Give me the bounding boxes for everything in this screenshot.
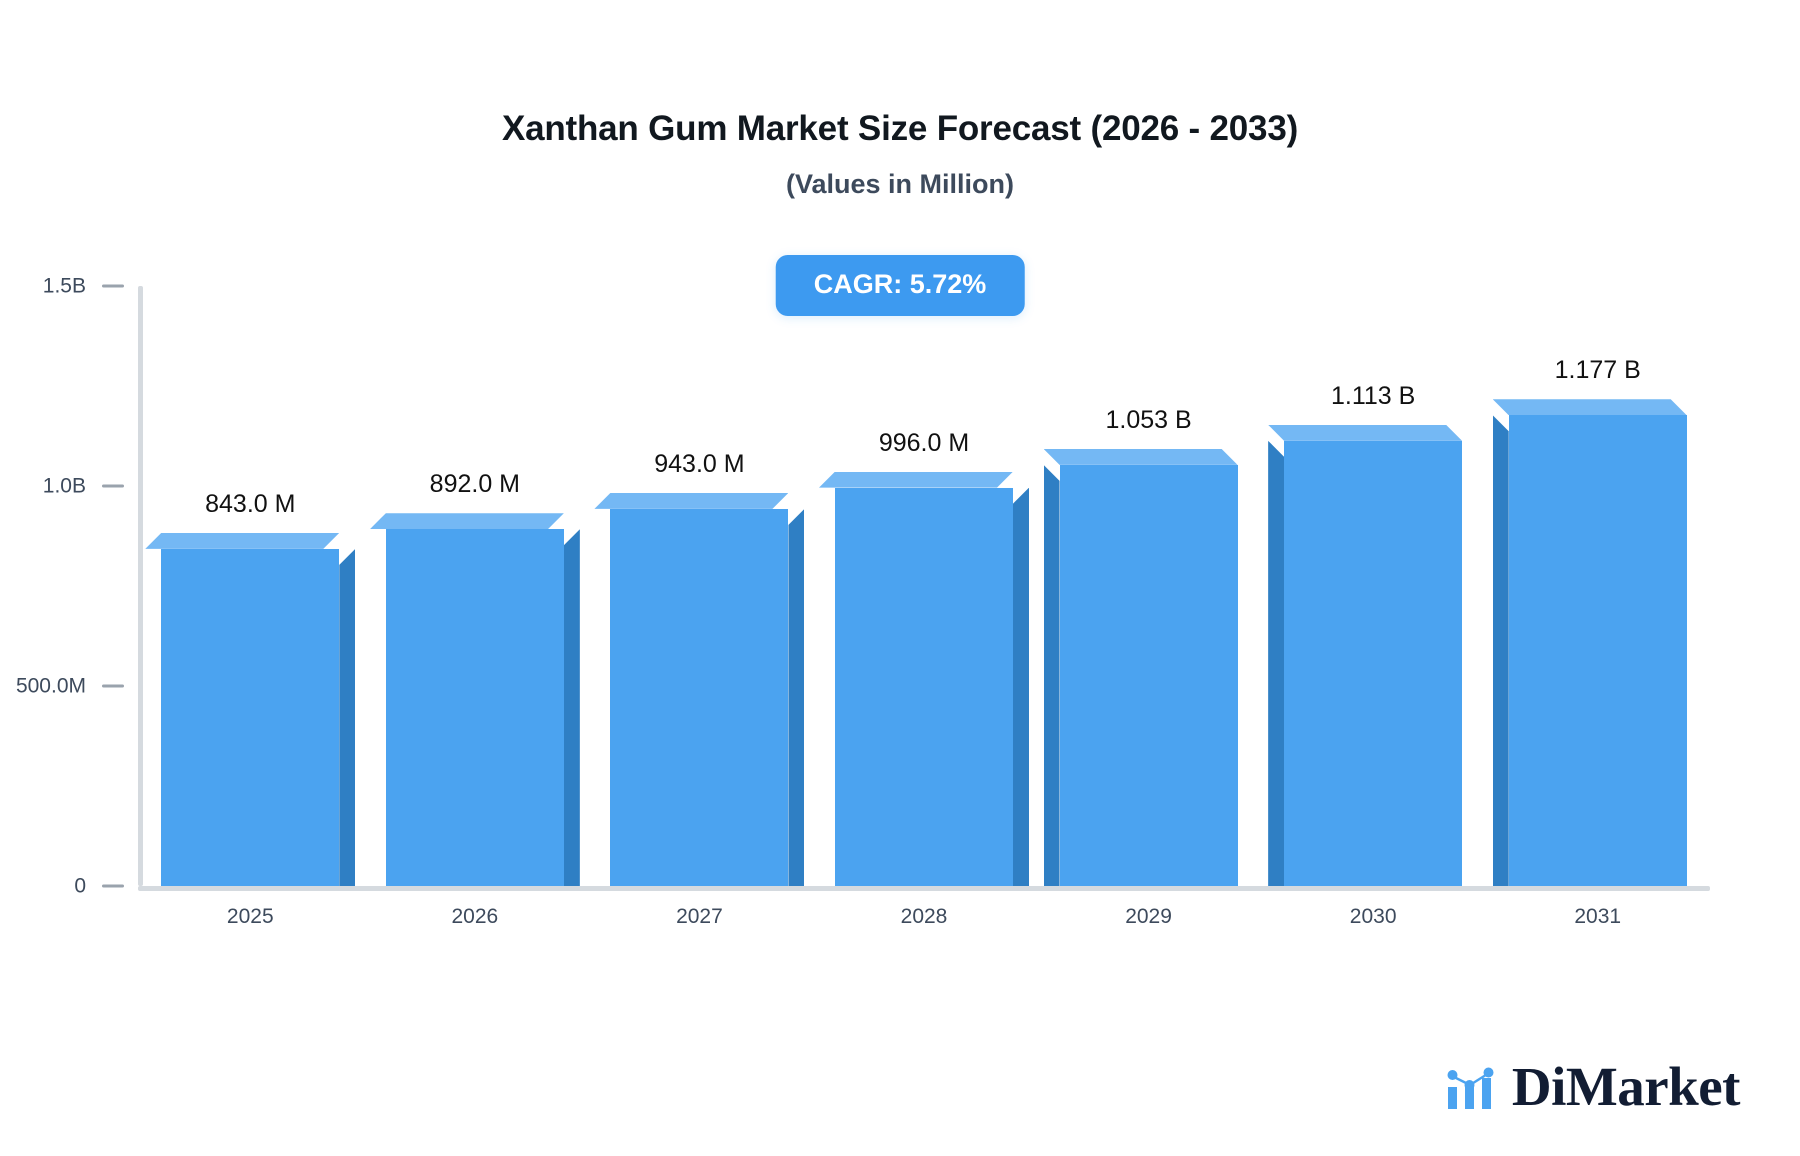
bar-front-face <box>835 487 1013 886</box>
bar-side-face <box>563 529 580 886</box>
bar-front-face <box>1059 464 1238 886</box>
y-axis-line <box>138 286 143 886</box>
x-axis-tick-label: 2030 <box>1349 905 1397 928</box>
bar-top-face <box>145 533 339 549</box>
x-axis-tick-label: 2025 <box>226 905 274 928</box>
title-block: Xanthan Gum Market Size Forecast (2026 -… <box>0 108 1800 200</box>
bar-value-label: 843.0 M <box>205 489 296 518</box>
bar-top-face <box>370 513 564 529</box>
bar-2029[interactable] <box>1043 449 1238 886</box>
x-axis-tick-label: 2026 <box>451 905 499 928</box>
x-axis-tick-label: 2027 <box>676 905 723 928</box>
y-axis-tick-mark <box>102 684 124 688</box>
bar-value-label: 892.0 M <box>429 470 521 499</box>
y-axis-tick-mark <box>102 884 124 888</box>
chart-subtitle: (Values in Million) <box>785 169 1015 199</box>
y-axis-tick-label: 0 <box>74 874 86 898</box>
x-axis-tick-label: 2028 <box>900 905 948 928</box>
bar-top-face <box>1044 449 1238 465</box>
bars-layer: 843.0 M 892.0 M 943.0 M 996.0 M 1.053 B 1.113… <box>138 286 1710 886</box>
y-axis-tick-label: 500.0M <box>15 674 86 698</box>
y-axis-tick-mark <box>102 284 124 288</box>
cagr-badge: CAGR: 5.72% <box>775 255 1025 316</box>
x-axis-line <box>138 886 1710 891</box>
bar-chart-logo-icon <box>1444 1063 1498 1111</box>
bar-2031[interactable] <box>1492 399 1687 886</box>
bar-top-face <box>819 472 1013 488</box>
bar-2026[interactable] <box>370 513 580 886</box>
y-axis-tick-label: 1.0B <box>42 474 86 498</box>
x-axis-tick-label: 2031 <box>1574 905 1622 928</box>
bar-side-face <box>788 508 805 886</box>
bar-front-face <box>1284 440 1463 886</box>
y-axis-tick-mark <box>102 484 124 488</box>
bar-front-face <box>385 529 564 886</box>
bar-front-face <box>1508 415 1687 886</box>
x-axis-tick-label: 2029 <box>1125 905 1172 928</box>
bar-value-label: 1.053 B <box>1105 405 1192 434</box>
plot-area: 1.5B 1.0B 500.0M 0 843.0 M 892.0 M 943.0 M 996… <box>16 276 1710 927</box>
bar-side-face <box>339 548 356 886</box>
bar-value-label: 1.177 B <box>1554 356 1641 385</box>
y-axis-tick: 1.5B <box>43 276 138 297</box>
dimarket-logo: DiMarket <box>1444 1056 1741 1117</box>
bar-2028[interactable] <box>819 472 1029 886</box>
y-axis-tick: 500.0M <box>16 676 138 697</box>
bar-2030[interactable] <box>1268 425 1463 886</box>
y-axis-tick: 1.0B <box>43 476 138 497</box>
bar-side-face <box>1268 440 1285 886</box>
bar-side-face <box>1043 464 1060 886</box>
bar-top-face <box>1268 425 1462 441</box>
bar-side-face <box>1492 415 1509 886</box>
bar-value-label: 943.0 M <box>654 449 745 478</box>
logo-wordmark: DiMarket <box>1511 1056 1741 1117</box>
bar-top-face <box>1493 399 1687 415</box>
y-axis-tick: 0 <box>74 876 138 897</box>
y-axis-tick-label: 1.5B <box>42 274 86 298</box>
bar-2025[interactable] <box>145 533 356 886</box>
page-title: Xanthan Gum Market Size Forecast (2026 -… <box>501 109 1299 148</box>
bar-side-face <box>1013 487 1029 886</box>
bar-front-face <box>161 548 340 886</box>
bar-value-label: 996.0 M <box>878 428 970 457</box>
bar-front-face <box>610 508 789 886</box>
bar-2027[interactable] <box>594 493 805 886</box>
bar-top-face <box>594 493 788 509</box>
bar-value-label: 1.113 B <box>1330 381 1416 410</box>
